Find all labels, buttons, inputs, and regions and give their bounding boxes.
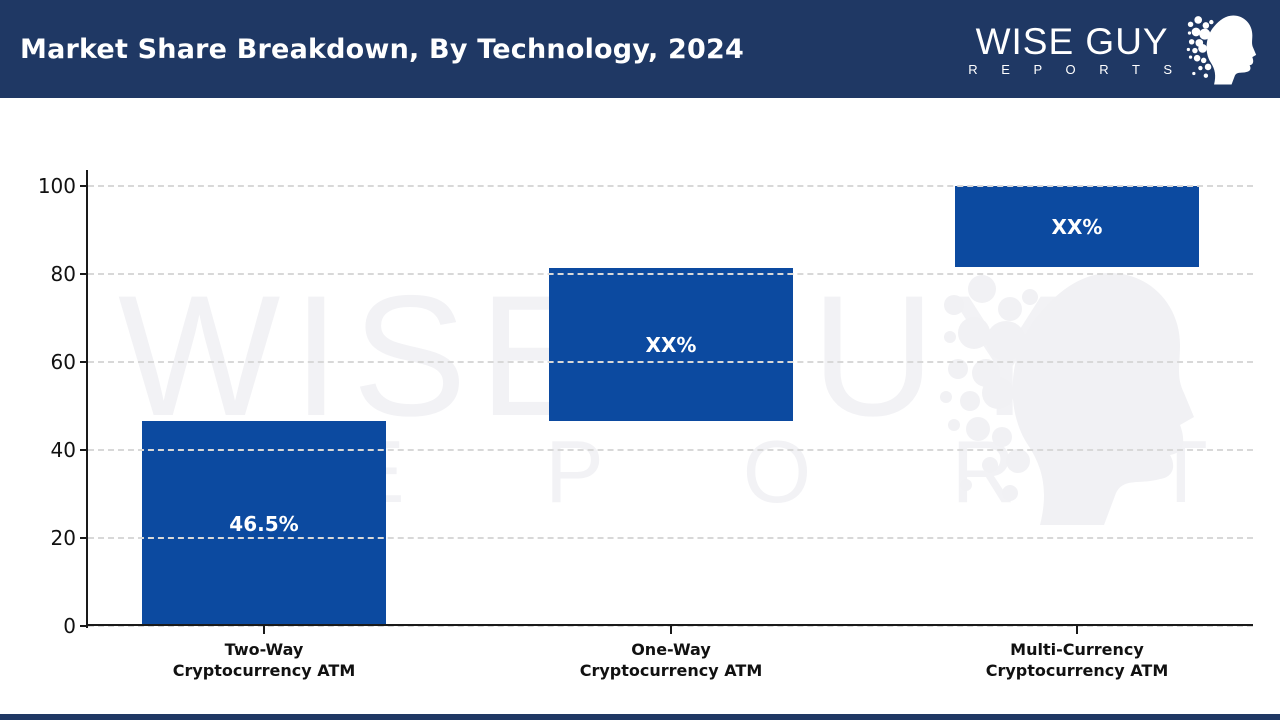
gridline-y80	[88, 273, 1253, 275]
x-category-label-3: Multi-Currency Cryptocurrency ATM	[917, 639, 1237, 681]
logo-text: WISE GUY R E P O R T S	[962, 20, 1182, 78]
wise-guy-reports-logo: WISE GUY R E P O R T S	[962, 10, 1266, 90]
plot-area: 46.5% XX% XX%	[88, 170, 1253, 627]
bar-value-label-1: 46.5%	[229, 511, 299, 536]
x-tick-mark-3	[1076, 626, 1078, 634]
page-title: Market Share Breakdown, By Technology, 2…	[20, 33, 745, 65]
x-category-label-1: Two-Way Cryptocurrency ATM	[104, 639, 424, 681]
y-tick-mark-20	[80, 537, 88, 539]
x-category-label-2: One-Way Cryptocurrency ATM	[511, 639, 831, 681]
bar-value-label-2: XX%	[645, 332, 697, 357]
gridline-y100	[88, 185, 1253, 187]
x-axis-line	[87, 624, 1253, 626]
x-category-label-line: Multi-Currency	[1010, 640, 1144, 659]
logo-reports-label: R E P O R T S	[968, 62, 1182, 78]
y-tick-mark-0	[80, 625, 88, 627]
x-tick-mark-1	[263, 626, 265, 634]
bar-value-label-3: XX%	[1051, 214, 1103, 239]
bar-1: 46.5%	[142, 421, 386, 626]
y-tick-label-100: 100	[37, 174, 76, 198]
x-category-label-line: Cryptocurrency ATM	[985, 661, 1169, 680]
header-bar: Market Share Breakdown, By Technology, 2…	[0, 0, 1280, 98]
bar-2: XX%	[549, 267, 793, 422]
gridline-y20	[88, 537, 1253, 539]
x-tick-mark-2	[670, 626, 672, 634]
footer-accent-bar	[0, 714, 1280, 720]
logo-wiseguy-label: WISE GUY	[975, 20, 1169, 62]
gridline-y60	[88, 361, 1253, 363]
y-tick-label-80: 80	[50, 262, 76, 286]
y-tick-label-60: 60	[50, 350, 76, 374]
x-category-label-line: Cryptocurrency ATM	[579, 661, 763, 680]
y-tick-mark-80	[80, 273, 88, 275]
x-category-label-line: Two-Way	[224, 640, 304, 659]
y-tick-label-20: 20	[50, 526, 76, 550]
y-axis-line	[86, 170, 88, 628]
y-tick-label-40: 40	[50, 438, 76, 462]
y-tick-label-0: 0	[63, 614, 76, 638]
x-category-label-line: One-Way	[631, 640, 711, 659]
gridline-y40	[88, 449, 1253, 451]
bar-3: XX%	[955, 186, 1199, 268]
y-tick-mark-60	[80, 361, 88, 363]
y-tick-mark-100	[80, 185, 88, 187]
y-tick-mark-40	[80, 449, 88, 451]
x-category-label-line: Cryptocurrency ATM	[172, 661, 356, 680]
